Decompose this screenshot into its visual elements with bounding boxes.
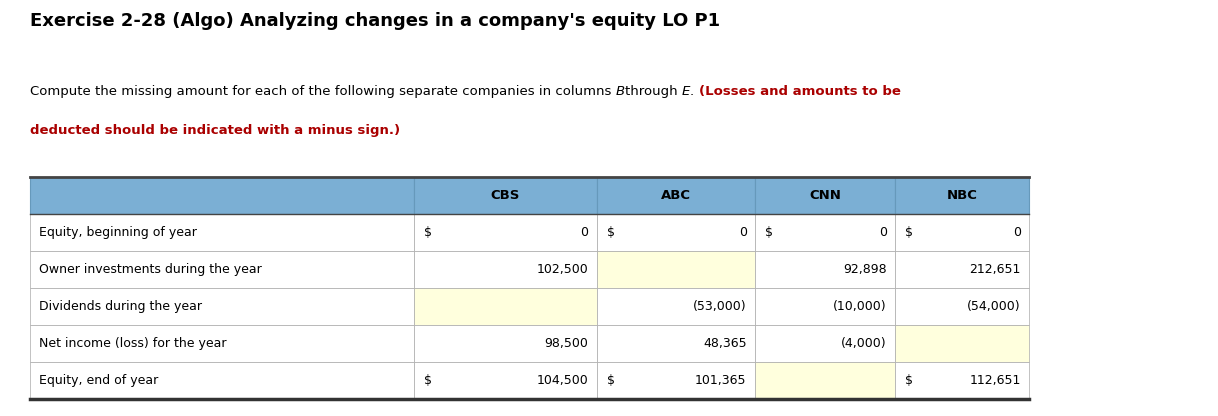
Bar [597, 288, 755, 325]
Bar [895, 362, 1029, 399]
Bar [755, 288, 895, 325]
Text: $: $ [765, 226, 773, 239]
Text: 98,500: 98,500 [544, 337, 588, 350]
Text: through: through [625, 85, 682, 98]
Text: (4,000): (4,000) [842, 337, 887, 350]
Bar [597, 177, 755, 214]
Text: 48,365: 48,365 [703, 337, 747, 350]
Bar [30, 177, 414, 214]
Bar [414, 214, 597, 251]
Text: 101,365: 101,365 [695, 374, 747, 387]
Text: B: B [616, 85, 625, 98]
Bar [414, 177, 597, 214]
Bar [755, 251, 895, 288]
Text: 112,651: 112,651 [970, 374, 1021, 387]
Text: 92,898: 92,898 [843, 263, 887, 276]
Text: Dividends during the year: Dividends during the year [39, 300, 202, 313]
Bar [30, 288, 414, 325]
Bar [414, 251, 597, 288]
Text: (54,000): (54,000) [967, 300, 1021, 313]
Bar [30, 362, 414, 399]
Bar [895, 325, 1029, 362]
Text: 212,651: 212,651 [970, 263, 1021, 276]
Bar [597, 214, 755, 251]
Bar [895, 251, 1029, 288]
Text: 0: 0 [878, 226, 887, 239]
Text: CNN: CNN [809, 189, 842, 202]
Bar [30, 251, 414, 288]
Bar [755, 325, 895, 362]
Bar [414, 325, 597, 362]
Text: Owner investments during the year: Owner investments during the year [39, 263, 262, 276]
Bar [755, 177, 895, 214]
Text: 0: 0 [1012, 226, 1021, 239]
Text: Compute the missing amount for each of the following separate companies in colum: Compute the missing amount for each of t… [30, 85, 616, 98]
Bar [30, 325, 414, 362]
Text: ABC: ABC [661, 189, 691, 202]
Bar [895, 288, 1029, 325]
Text: $: $ [424, 374, 432, 387]
Text: $: $ [905, 374, 914, 387]
Text: (53,000): (53,000) [693, 300, 747, 313]
Text: 104,500: 104,500 [537, 374, 588, 387]
Bar [30, 214, 414, 251]
Text: (Losses and amounts to be: (Losses and amounts to be [699, 85, 900, 98]
Text: NBC: NBC [946, 189, 978, 202]
Bar [414, 288, 597, 325]
Text: $: $ [424, 226, 432, 239]
Bar [414, 362, 597, 399]
Text: Net income (loss) for the year: Net income (loss) for the year [39, 337, 227, 350]
Text: .: . [691, 85, 699, 98]
Bar [895, 177, 1029, 214]
Text: (10,000): (10,000) [833, 300, 887, 313]
Text: Equity, end of year: Equity, end of year [39, 374, 158, 387]
Text: 0: 0 [580, 226, 588, 239]
Text: E: E [682, 85, 691, 98]
Bar [597, 325, 755, 362]
Bar [895, 214, 1029, 251]
Text: Exercise 2-28 (Algo) Analyzing changes in a company's equity LO P1: Exercise 2-28 (Algo) Analyzing changes i… [30, 12, 721, 30]
Bar [597, 362, 755, 399]
Text: $: $ [607, 374, 615, 387]
Text: $: $ [607, 226, 615, 239]
Text: CBS: CBS [491, 189, 520, 202]
Text: Equity, beginning of year: Equity, beginning of year [39, 226, 197, 239]
Bar [597, 251, 755, 288]
Text: 0: 0 [738, 226, 747, 239]
Bar [755, 214, 895, 251]
Text: deducted should be indicated with a minus sign.): deducted should be indicated with a minu… [30, 124, 401, 136]
Bar [755, 362, 895, 399]
Text: $: $ [905, 226, 914, 239]
Text: 102,500: 102,500 [537, 263, 588, 276]
